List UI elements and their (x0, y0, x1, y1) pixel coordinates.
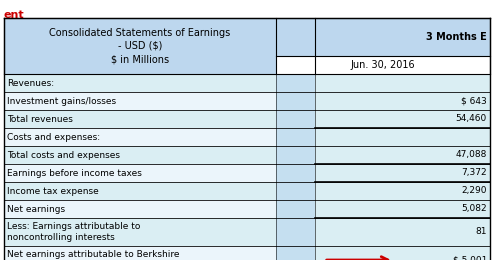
Bar (315, 182, 490, 200)
Bar (4, 164, 276, 182)
Text: 81: 81 (476, 228, 487, 237)
Bar (4, 218, 276, 246)
Text: Revenues:: Revenues: (7, 79, 54, 88)
Text: Costs and expenses:: Costs and expenses: (7, 133, 100, 141)
Text: 5,082: 5,082 (461, 205, 487, 213)
Bar (315, 110, 490, 128)
Bar (4, 246, 276, 260)
Bar (276, 146, 315, 164)
Bar (276, 182, 315, 200)
Bar (4, 92, 276, 110)
Bar (4, 128, 276, 146)
Bar (315, 128, 490, 146)
Text: Total revenues: Total revenues (7, 114, 73, 124)
Text: 7,372: 7,372 (461, 168, 487, 178)
Text: Income tax expense: Income tax expense (7, 186, 99, 196)
Bar (4, 182, 276, 200)
Bar (4, 146, 276, 164)
Text: Earnings before income taxes: Earnings before income taxes (7, 168, 142, 178)
Bar (315, 146, 490, 164)
Bar (276, 128, 315, 146)
Text: 2,290: 2,290 (461, 186, 487, 196)
Bar (276, 110, 315, 128)
Text: 47,088: 47,088 (456, 151, 487, 159)
Bar (4, 110, 276, 128)
Text: Net earnings attributable to Berkshire
Hathaway shareholders: Net earnings attributable to Berkshire H… (7, 250, 179, 260)
Text: Consolidated Statements of Earnings
- USD ($)
$ in Millions: Consolidated Statements of Earnings - US… (49, 28, 231, 64)
Bar (276, 56, 490, 74)
Text: ent: ent (4, 10, 25, 20)
Bar (276, 246, 315, 260)
Text: Less: Earnings attributable to
noncontrolling interests: Less: Earnings attributable to noncontro… (7, 222, 141, 242)
Bar (4, 18, 276, 74)
Text: 3 Months E: 3 Months E (426, 32, 487, 42)
Bar (276, 74, 315, 92)
Bar (315, 164, 490, 182)
Bar (315, 200, 490, 218)
Bar (315, 92, 490, 110)
Bar (4, 200, 276, 218)
Bar (276, 92, 315, 110)
Text: Total costs and expenses: Total costs and expenses (7, 151, 120, 159)
Text: Jun. 30, 2016: Jun. 30, 2016 (351, 60, 416, 70)
Bar (315, 74, 490, 92)
Text: 54,460: 54,460 (456, 114, 487, 124)
Bar (276, 18, 490, 56)
Bar (315, 218, 490, 246)
Text: $ 5,001: $ 5,001 (453, 256, 487, 260)
Bar (276, 164, 315, 182)
Text: $ 643: $ 643 (461, 96, 487, 106)
Bar (276, 218, 315, 246)
Text: Investment gains/losses: Investment gains/losses (7, 96, 116, 106)
Bar (315, 246, 490, 260)
Bar (4, 74, 276, 92)
Text: Net earnings: Net earnings (7, 205, 65, 213)
Bar (276, 200, 315, 218)
